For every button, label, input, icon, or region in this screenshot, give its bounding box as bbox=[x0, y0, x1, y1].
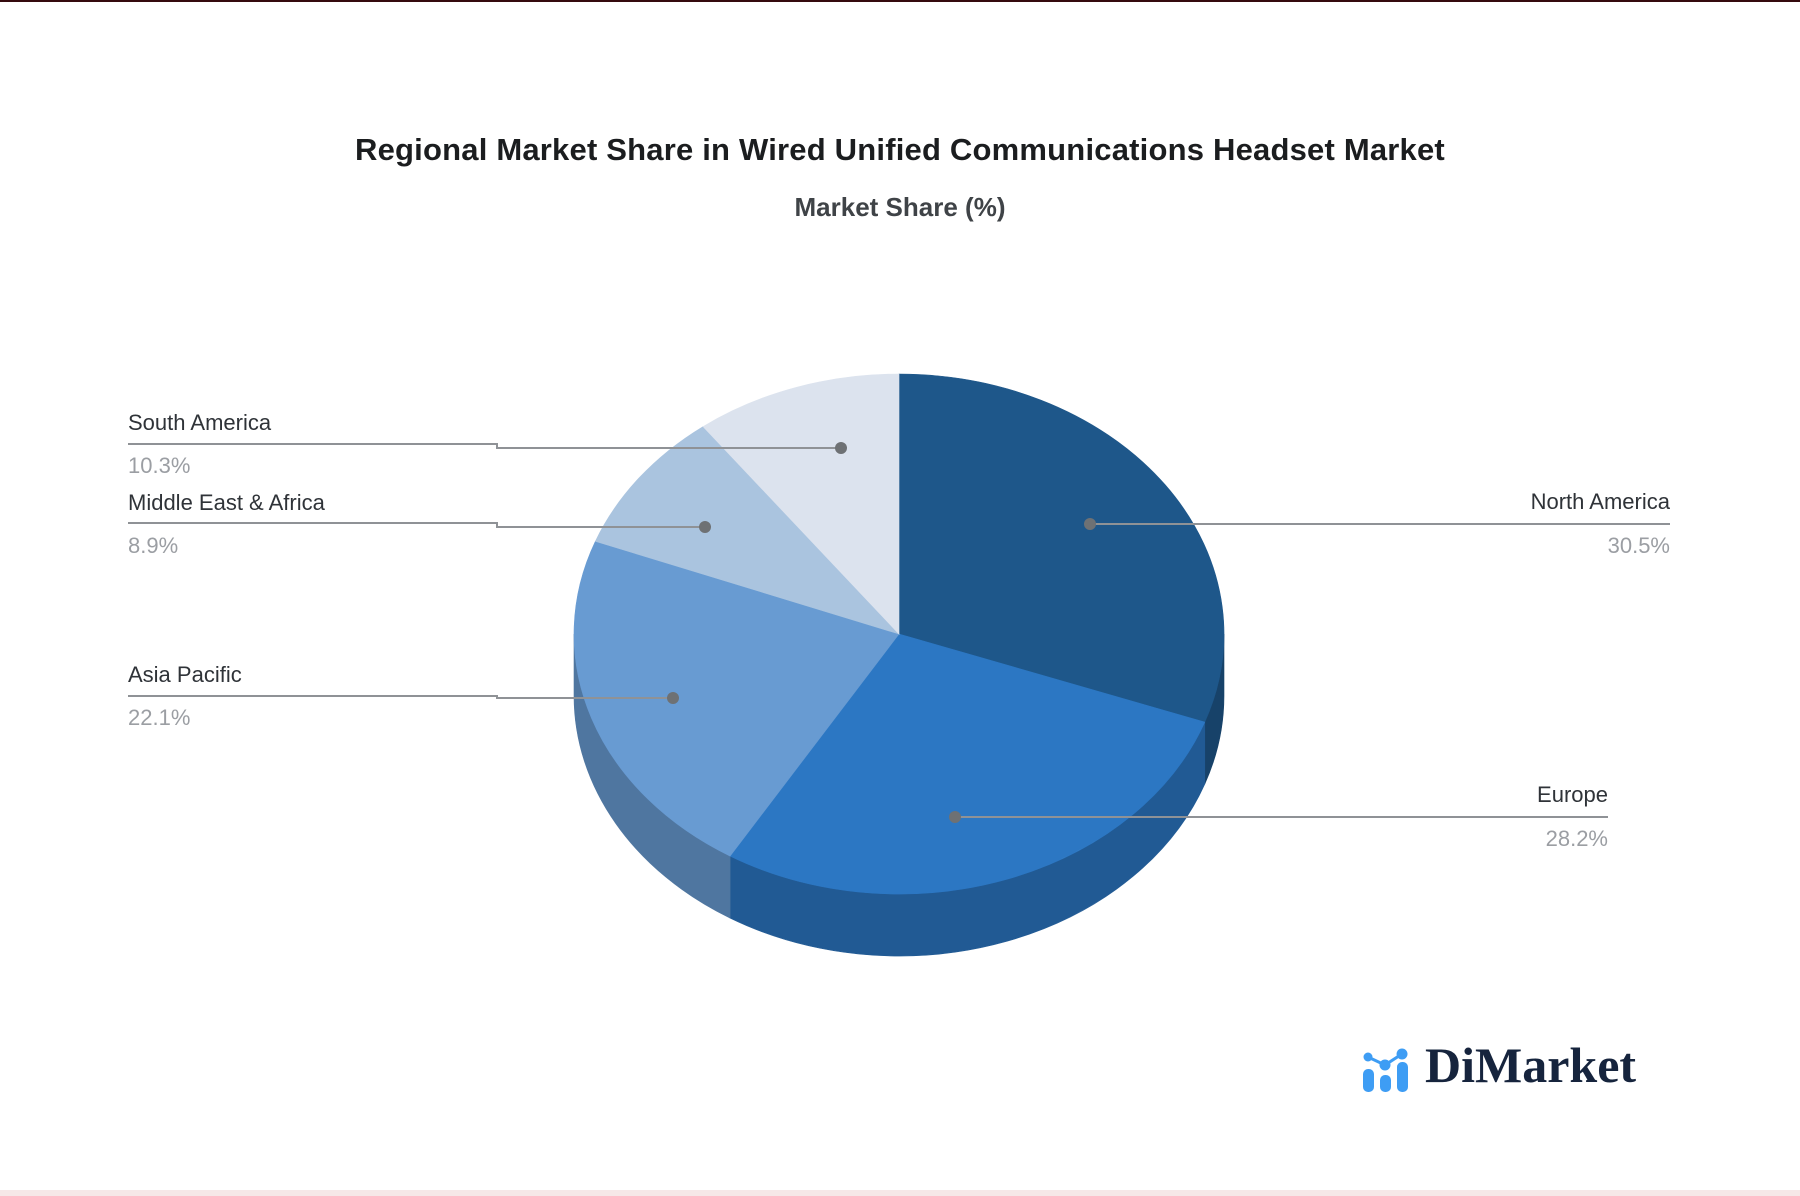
chart-title: Regional Market Share in Wired Unified C… bbox=[355, 132, 1445, 167]
slice-label-north-america: North America bbox=[1530, 489, 1670, 514]
slice-label-europe: Europe bbox=[1537, 782, 1608, 807]
slice-value-asia-pacific: 22.1% bbox=[128, 705, 191, 730]
leader-dot-europe bbox=[949, 811, 961, 823]
leader-dots bbox=[667, 442, 1096, 823]
slice-value-north-america: 30.5% bbox=[1607, 533, 1670, 558]
top-border bbox=[0, 0, 1800, 2]
slice-label-south-america: South America bbox=[128, 410, 272, 435]
pie-slice-middle-east-africa[interactable] bbox=[594, 426, 900, 635]
slice-label-asia-pacific: Asia Pacific bbox=[128, 662, 242, 687]
pie-slice-south-america[interactable] bbox=[702, 373, 900, 635]
leader-dot-south-america bbox=[835, 442, 847, 454]
slice-value-europe: 28.2% bbox=[1545, 826, 1608, 851]
leader-dot-north-america bbox=[1084, 518, 1096, 530]
leader-line-middle-east-africa bbox=[128, 522, 705, 528]
pie-slice-north-america[interactable] bbox=[898, 373, 1225, 723]
slice-label-middle-east-africa: Middle East & Africa bbox=[128, 490, 325, 515]
pie-slice-europe[interactable] bbox=[729, 633, 1206, 895]
leader-line-asia-pacific bbox=[128, 695, 673, 699]
pie-slice-asia-pacific[interactable] bbox=[573, 540, 900, 857]
slice-value-middle-east-africa: 8.9% bbox=[128, 533, 179, 558]
logo: DiMarket bbox=[1361, 1040, 1636, 1094]
bottom-border bbox=[0, 1190, 1800, 1196]
leader-dot-middle-east-africa bbox=[699, 521, 711, 533]
bar-chart-icon bbox=[1363, 1048, 1408, 1092]
leader-line-south-america bbox=[128, 443, 841, 449]
logo-text: DiMarket bbox=[1425, 1037, 1637, 1093]
chart-subtitle: Market Share (%) bbox=[794, 192, 1006, 222]
slice-value-south-america: 10.3% bbox=[128, 453, 191, 478]
leader-dot-asia-pacific bbox=[667, 692, 679, 704]
leader-lines bbox=[128, 443, 1670, 818]
